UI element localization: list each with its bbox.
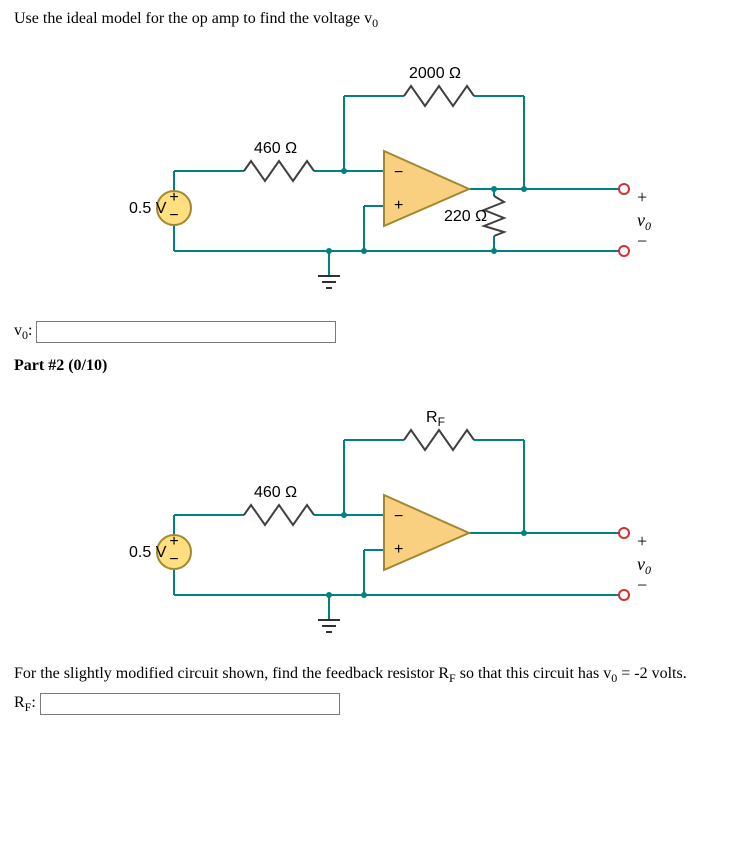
circuit-diagram-2: + − 0.5 V 460 Ω RF − + + v0 −: [74, 385, 694, 645]
answer-row-2: RF:: [14, 693, 738, 715]
voltage-source-1: + − 0.5 V: [129, 189, 191, 225]
feedback-resistor-1: 2000 Ω: [404, 65, 474, 106]
input-resistor-2: 460 Ω: [244, 484, 314, 525]
opamp-2: − +: [384, 495, 469, 570]
ground-icon-2: [318, 620, 340, 632]
svg-text:v0: v0: [637, 210, 651, 233]
svg-text:v0: v0: [637, 554, 651, 577]
part2-header: Part #2 (0/10): [14, 357, 738, 375]
svg-text:+: +: [169, 533, 178, 550]
input-resistor-1: 460 Ω: [244, 140, 314, 181]
output-label-1: v: [637, 210, 645, 230]
output-label-2: v: [637, 554, 645, 574]
prompt1-sub: 0: [372, 16, 378, 30]
svg-text:+: +: [637, 531, 647, 551]
answer2-label: RF:: [14, 694, 40, 711]
feedback-resistor-label-2: RF: [426, 409, 445, 429]
source-voltage-label-1: 0.5 V: [129, 200, 167, 217]
svg-text:+: +: [394, 541, 403, 558]
source-voltage-label-2: 0.5 V: [129, 544, 167, 561]
svg-text:+: +: [169, 189, 178, 206]
feedback-resistor-2: RF: [404, 409, 474, 450]
prompt1-main: Use the ideal model for the op amp to fi…: [14, 10, 372, 27]
svg-text:+: +: [394, 197, 403, 214]
feedback-resistor-label-1: 2000 Ω: [409, 65, 461, 82]
prompt-text-1: Use the ideal model for the op amp to fi…: [14, 10, 738, 31]
circuit-diagram-1: + − 0.5 V 460 Ω 2000 Ω 220 Ω − +: [74, 41, 694, 301]
output-terminals-2: + v0 −: [619, 528, 651, 600]
load-resistor-1: 220 Ω: [444, 196, 504, 236]
svg-text:−: −: [394, 164, 403, 181]
answer-row-1: v0:: [14, 321, 738, 343]
ground-icon-1: [318, 276, 340, 288]
answer1-label: v0:: [14, 322, 36, 339]
output-terminals-1: + v0 −: [619, 184, 651, 256]
answer1-input[interactable]: [36, 321, 336, 343]
answer2-input[interactable]: [40, 693, 340, 715]
svg-text:−: −: [637, 231, 647, 251]
voltage-source-2: + − 0.5 V: [129, 533, 191, 569]
input-resistor-label-2: 460 Ω: [254, 484, 297, 501]
load-resistor-label-1: 220 Ω: [444, 208, 487, 225]
input-resistor-label-1: 460 Ω: [254, 140, 297, 157]
svg-text:−: −: [637, 575, 647, 595]
svg-text:−: −: [169, 551, 178, 568]
svg-text:−: −: [394, 508, 403, 525]
svg-text:−: −: [169, 207, 178, 224]
prompt-text-2: For the slightly modified circuit shown,…: [14, 665, 738, 686]
svg-text:+: +: [637, 187, 647, 207]
